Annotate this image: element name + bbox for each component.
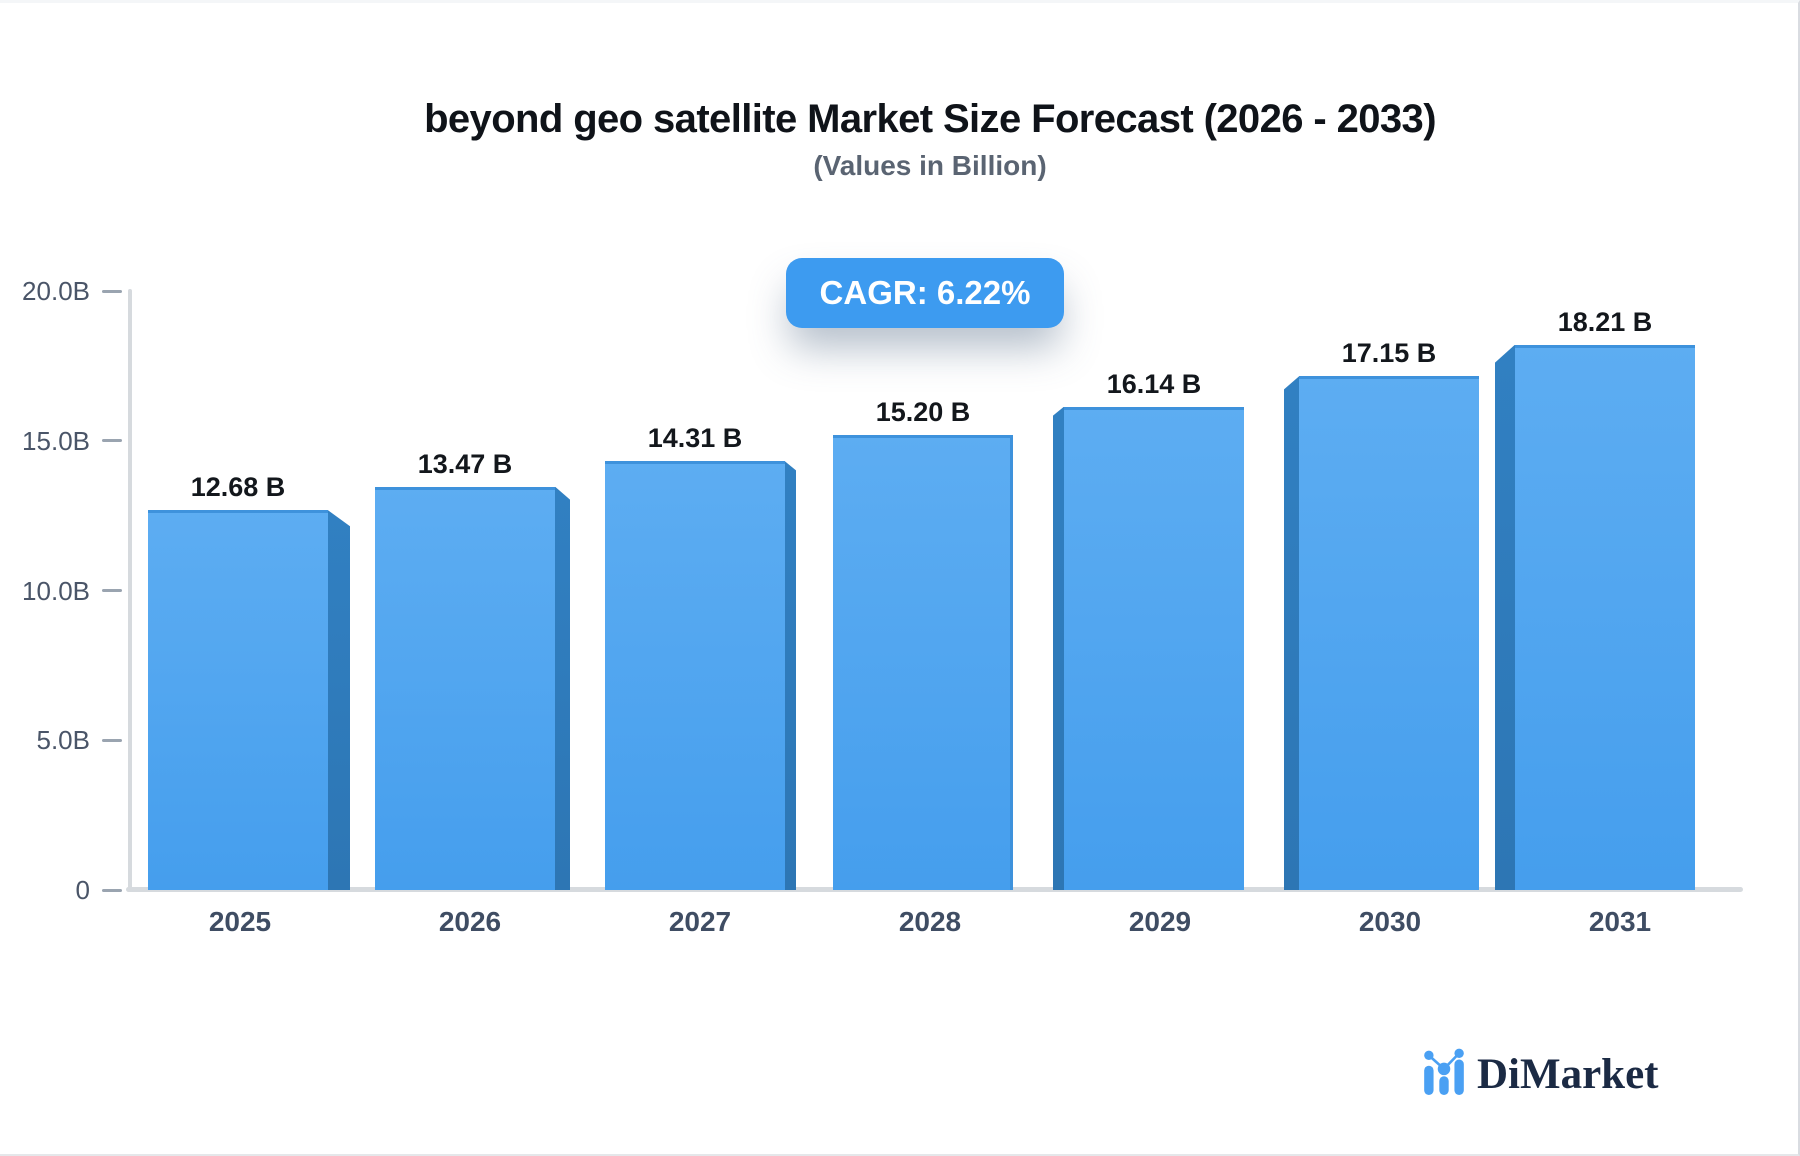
bar-3d-side-2026	[555, 486, 570, 890]
y-axis-tick-5.0B	[102, 738, 122, 742]
x-axis-label-2027: 2027	[668, 906, 732, 937]
bar-3d-side-2027	[785, 461, 796, 890]
bar-3d-side-2031	[1495, 344, 1515, 890]
chart-title: beyond geo satellite Market Size Forecas…	[424, 97, 1436, 141]
bar-2029	[1064, 406, 1244, 890]
bar-value-label-2031: 18.21 B	[1557, 306, 1653, 337]
bar-3d-side-2025	[328, 510, 350, 890]
bar-2026	[375, 486, 555, 890]
y-axis-label-15.0B: 15.0B	[22, 425, 90, 456]
bar-value-label-2025: 12.68 B	[190, 472, 286, 503]
bar-value-label-2029: 16.14 B	[1106, 368, 1202, 399]
bar-value-label-2027: 14.31 B	[647, 423, 743, 454]
x-axis-label-2028: 2028	[898, 906, 962, 937]
x-axis-label-2031: 2031	[1588, 906, 1652, 937]
y-axis-tick-20.0B	[102, 289, 122, 293]
bar-2031	[1515, 344, 1695, 890]
bar-3d-side-2029	[1053, 406, 1064, 890]
bar-2028	[833, 434, 1013, 890]
bar-2030	[1299, 376, 1479, 890]
bar-2027	[605, 461, 785, 890]
y-axis-tick-10.0B	[102, 589, 122, 592]
bar-value-label-2030: 17.15 B	[1341, 338, 1437, 369]
brand-watermark: DiMarket	[1424, 1047, 1659, 1099]
x-axis-label-2025: 2025	[208, 906, 272, 937]
bar-value-label-2028: 15.20 B	[875, 396, 971, 427]
bar-3d-side-2030	[1284, 376, 1299, 890]
y-axis-tick-15.0B	[102, 439, 122, 443]
bar-2025	[148, 510, 328, 890]
x-axis-label-2029: 2029	[1128, 906, 1192, 937]
brand-name: DiMarket	[1477, 1051, 1659, 1099]
x-axis-label-2026: 2026	[438, 906, 502, 937]
y-axis-line	[128, 289, 132, 890]
y-axis-label-10.0B: 10.0B	[22, 575, 90, 606]
dimarket-logo-icon	[1424, 1048, 1464, 1095]
y-axis-label-20.0B: 20.0B	[22, 276, 90, 306]
chart-subtitle: (Values in Billion)	[813, 150, 1047, 181]
y-axis-label-0: 0	[75, 875, 90, 905]
y-axis-tick-0	[102, 888, 122, 892]
y-axis-label-5.0B: 5.0B	[36, 725, 91, 756]
cagr-badge: CAGR: 6.22%	[786, 258, 1064, 328]
bar-value-label-2026: 13.47 B	[417, 448, 513, 479]
x-axis-label-2030: 2030	[1358, 906, 1422, 937]
